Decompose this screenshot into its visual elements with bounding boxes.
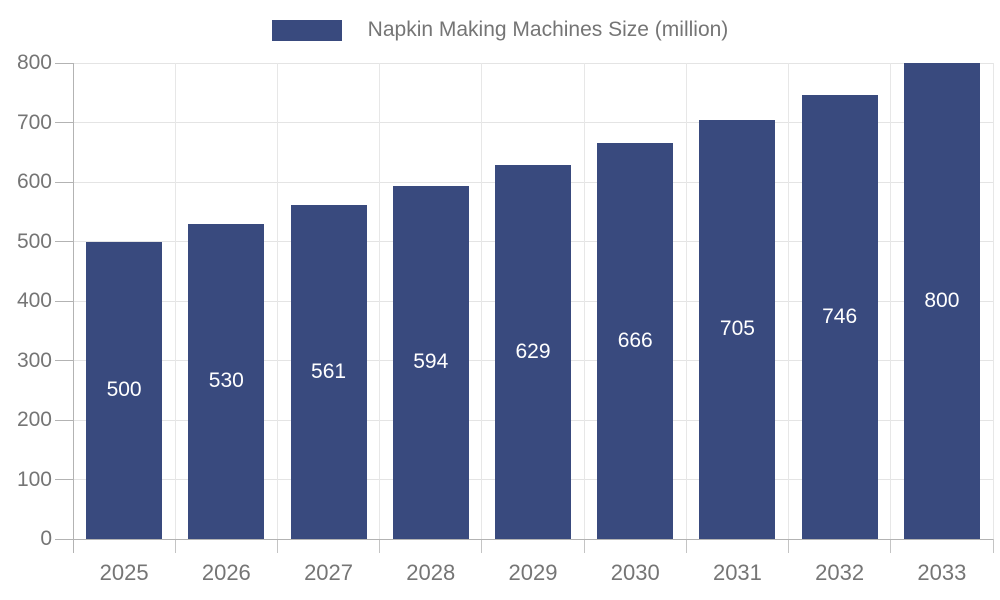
y-tick-label: 500 [16, 229, 52, 253]
bar-2030[interactable]: 666 [597, 142, 674, 539]
x-tick-label: 2028 [406, 560, 456, 585]
x-tick-mark [788, 539, 790, 553]
y-tick-label: 400 [16, 289, 52, 312]
x-tick-label: 2030 [610, 560, 660, 585]
x-gridline [788, 63, 790, 539]
y-gridline [73, 62, 993, 64]
y-tick-mark [55, 479, 73, 480]
legend[interactable]: Napkin Making Machines Size (million) [0, 18, 1000, 42]
bar-value-label: 746 [822, 305, 858, 329]
x-tick-label: 2032 [815, 560, 865, 585]
x-tick-label: 2029 [508, 560, 558, 585]
x-axis-line [73, 539, 993, 540]
x-tick-mark [379, 539, 381, 553]
x-gridline [481, 63, 483, 539]
plot-area: 500 530 561 594 629 666 705 746 800 [55, 62, 994, 553]
bar-2026[interactable]: 530 [188, 223, 265, 539]
y-tick-mark [55, 62, 73, 64]
bar-2032[interactable]: 746 [801, 95, 878, 539]
y-tick-mark [55, 122, 73, 123]
bar-2033[interactable]: 800 [903, 63, 980, 539]
y-tick-mark [55, 538, 73, 540]
x-gridline [174, 63, 176, 539]
x-tick-mark [276, 539, 278, 553]
x-tick-mark [583, 539, 585, 553]
legend-label: Napkin Making Machines Size (million) [367, 18, 729, 41]
y-tick-label: 800 [16, 51, 52, 74]
bar-2028[interactable]: 594 [392, 185, 469, 539]
x-tick-mark [174, 539, 176, 553]
bar-value-label: 500 [106, 378, 142, 402]
bar-2031[interactable]: 705 [699, 119, 776, 539]
legend-swatch [271, 19, 342, 41]
y-tick-label: 600 [16, 170, 52, 193]
x-gridline [583, 63, 585, 539]
x-tick-mark [890, 539, 892, 553]
y-tick-label: 700 [16, 110, 52, 134]
x-axis-labels: 2025 2026 2027 2028 2029 2030 2031 2032 2033 [73, 558, 993, 590]
y-tick-mark [55, 360, 73, 361]
x-gridline [379, 63, 381, 539]
y-tick-label: 0 [40, 527, 52, 550]
x-tick-label: 2027 [304, 560, 354, 585]
bar-value-label: 666 [617, 328, 653, 352]
bar-value-label: 705 [719, 317, 755, 341]
bar-2025[interactable]: 500 [86, 241, 163, 539]
x-gridline [276, 63, 278, 539]
x-tick-label: 2026 [201, 560, 251, 585]
y-axis-line [73, 63, 74, 553]
y-axis-labels: 0 100 200 300 400 500 600 700 800 [0, 0, 52, 600]
bar-value-label: 561 [311, 360, 347, 384]
y-tick-mark [55, 300, 73, 302]
y-tick-label: 300 [16, 348, 52, 372]
x-tick-label: 2031 [712, 560, 762, 585]
x-tick-mark [685, 539, 687, 553]
y-gridline [73, 122, 993, 123]
y-tick-label: 200 [16, 408, 52, 431]
x-tick-mark [481, 539, 483, 553]
y-tick-label: 100 [16, 467, 52, 491]
bar-2027[interactable]: 561 [290, 205, 367, 539]
bar-value-label: 594 [413, 350, 449, 374]
y-tick-mark [55, 419, 73, 421]
bar-value-label: 629 [515, 339, 551, 363]
y-tick-mark [55, 241, 73, 242]
x-tick-mark [992, 539, 994, 553]
bar-2029[interactable]: 629 [495, 164, 571, 539]
x-gridline [890, 63, 892, 539]
y-tick-mark [55, 181, 73, 183]
x-tick-label: 2033 [917, 560, 967, 585]
x-gridline [685, 63, 687, 539]
x-tick-label: 2025 [99, 560, 149, 585]
bar-value-label: 530 [208, 369, 244, 393]
x-gridline [992, 63, 994, 539]
bar-value-label: 800 [924, 289, 960, 312]
